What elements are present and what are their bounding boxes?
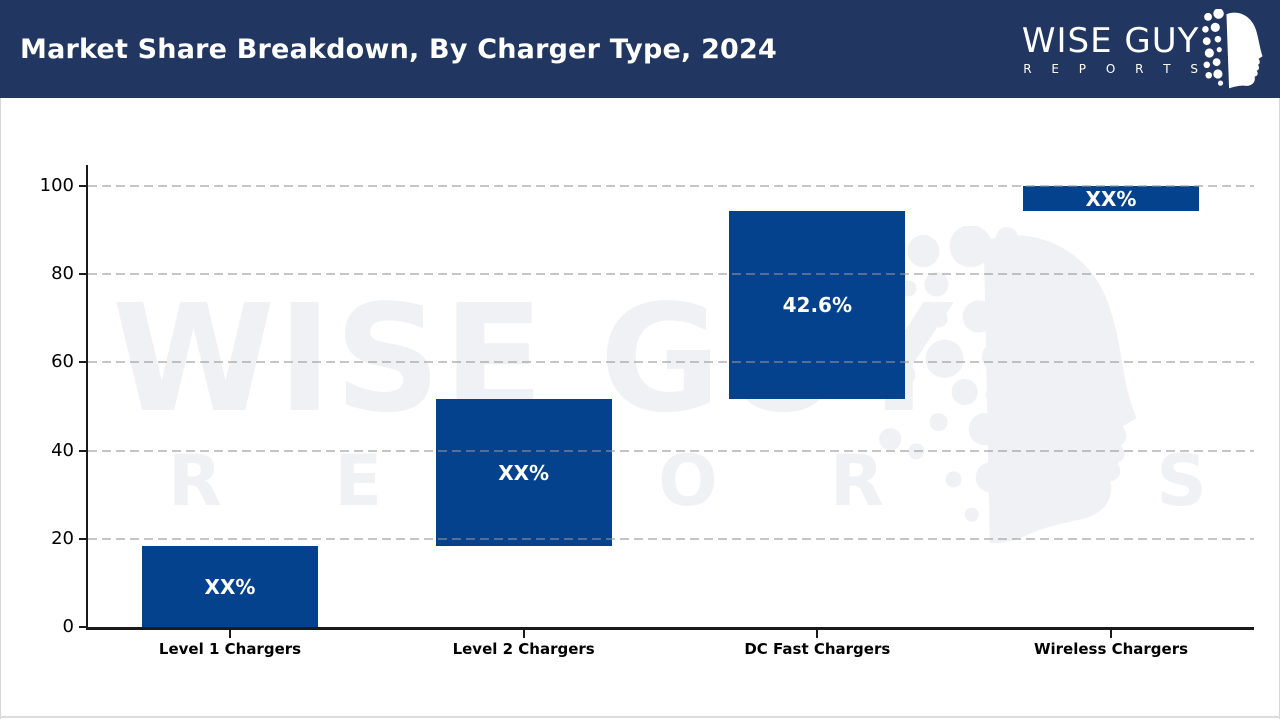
bar-value-label: XX% bbox=[1085, 186, 1137, 211]
watermark-head-logo-icon bbox=[879, 226, 1137, 544]
y-axis-tick bbox=[79, 626, 87, 628]
bar-value-label: 42.6% bbox=[782, 293, 853, 318]
x-axis-tick bbox=[816, 630, 819, 638]
bar-2: XX% bbox=[435, 399, 612, 547]
brand-logo: WISE GUY R E P O R T S bbox=[1015, 6, 1266, 94]
page-title: Market Share Breakdown, By Charger Type,… bbox=[20, 33, 778, 65]
y-axis-tick bbox=[79, 361, 87, 364]
gridline-100 bbox=[88, 185, 1254, 187]
y-axis-tick bbox=[79, 273, 87, 276]
brand-head-icon bbox=[1202, 9, 1263, 89]
header-bar: Market Share Breakdown, By Charger Type,… bbox=[0, 0, 1280, 98]
gridline-40 bbox=[88, 449, 1254, 452]
y-axis-tick-label: 20 bbox=[51, 527, 74, 549]
y-axis-tick bbox=[79, 185, 87, 187]
y-axis-tick-label: 60 bbox=[51, 351, 74, 373]
x-axis-category-label: Wireless Chargers bbox=[1033, 640, 1189, 658]
bar-3: 42.6% bbox=[729, 211, 906, 399]
brand-wordmark: WISE GUY bbox=[1021, 21, 1200, 62]
gridline-20 bbox=[88, 537, 1254, 540]
x-axis-tick bbox=[1110, 630, 1112, 638]
x-axis-category-label: Level 1 Chargers bbox=[158, 640, 302, 658]
x-axis-category-label: DC Fast Chargers bbox=[744, 640, 891, 658]
bar-value-label: XX% bbox=[498, 460, 550, 485]
bottom-divider bbox=[0, 716, 1280, 718]
bar-1: XX% bbox=[142, 546, 318, 627]
x-axis-tick bbox=[229, 630, 231, 638]
y-axis-tick bbox=[79, 537, 87, 540]
brand-reports-text: R E P O R T S bbox=[1023, 61, 1206, 76]
y-axis-tick-label: 40 bbox=[51, 439, 74, 461]
y-axis-tick-label: 100 bbox=[39, 175, 74, 196]
bar-value-label: XX% bbox=[204, 574, 256, 599]
x-axis-category-label: Level 2 Chargers bbox=[452, 640, 595, 658]
y-axis-line bbox=[86, 165, 88, 629]
bar-4: XX% bbox=[1023, 186, 1199, 212]
y-axis-tick bbox=[79, 449, 87, 452]
x-axis-line bbox=[86, 627, 1254, 630]
gridline-80 bbox=[88, 273, 1254, 276]
brand-logo-text: WISE GUY R E P O R T S bbox=[1015, 21, 1206, 76]
y-axis-tick-label: 80 bbox=[51, 263, 74, 285]
y-axis-tick-label: 0 bbox=[62, 616, 74, 637]
x-axis-tick bbox=[522, 630, 525, 638]
gridline-60 bbox=[88, 361, 1254, 364]
